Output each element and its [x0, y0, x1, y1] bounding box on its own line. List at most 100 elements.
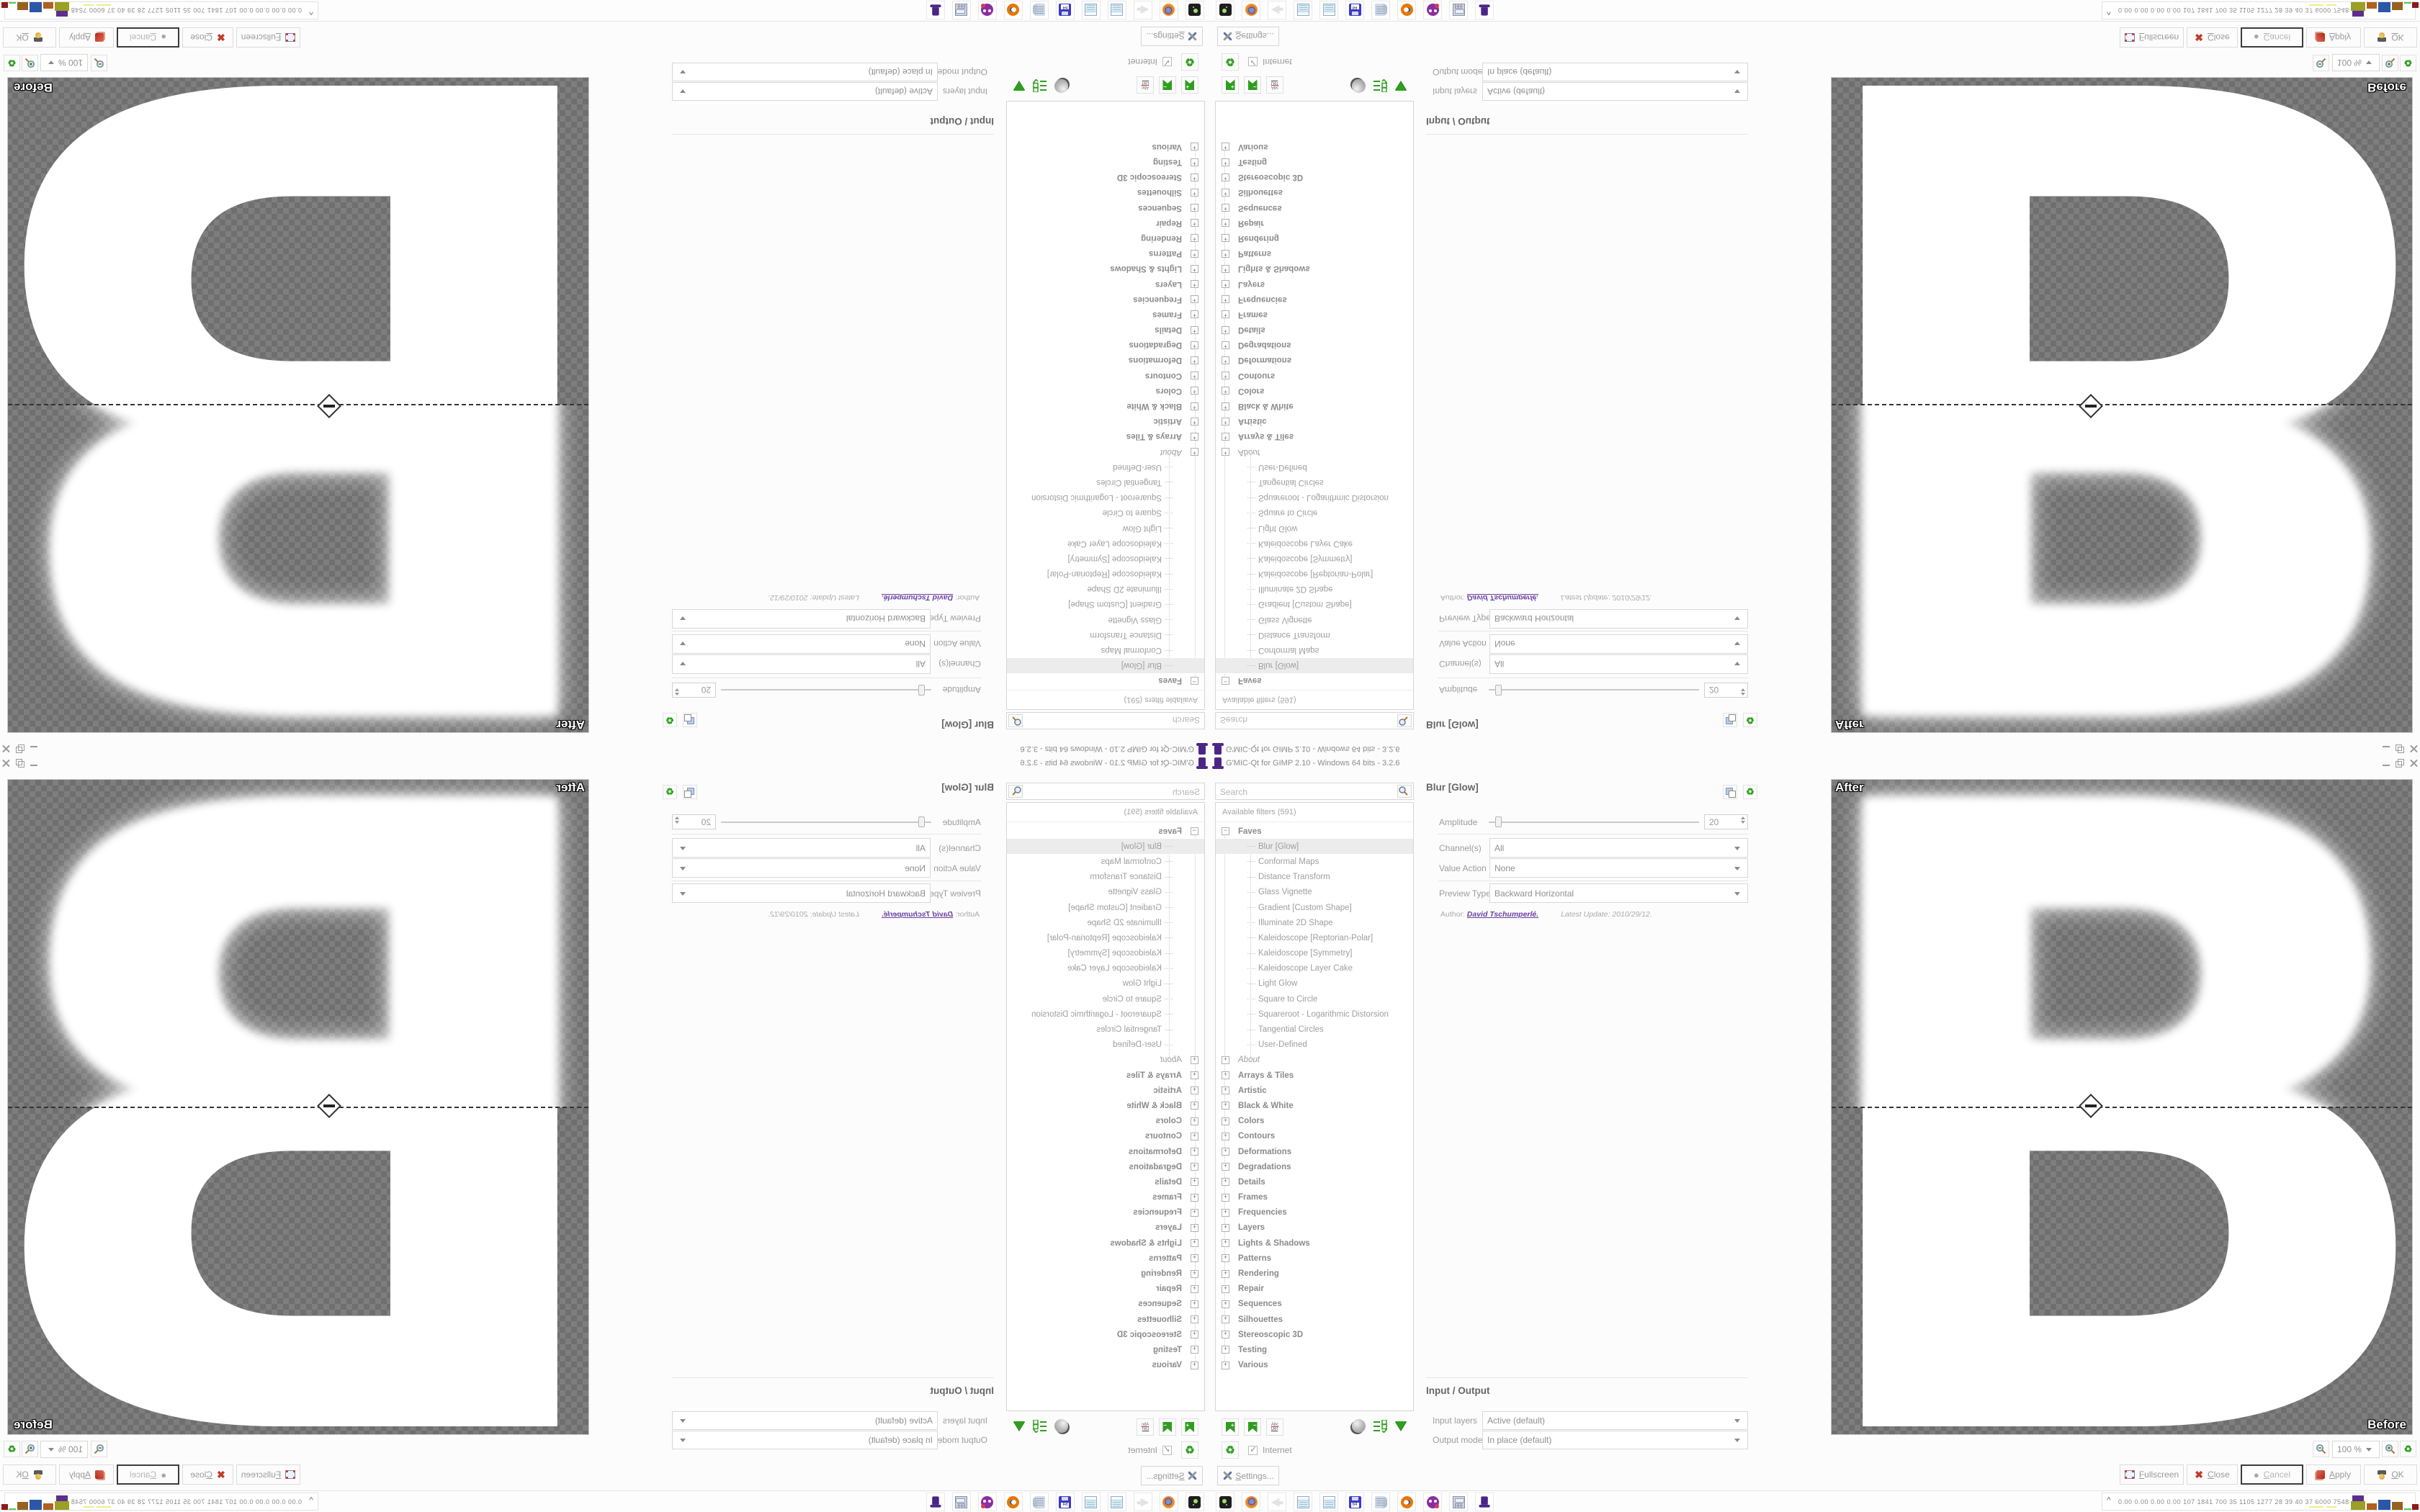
expand-icon[interactable]: +	[1191, 325, 1198, 335]
filter-tree-item[interactable]: Square to Circle	[1216, 505, 1413, 521]
filter-tree-item[interactable]: + Sequences	[1216, 1297, 1413, 1312]
expand-icon[interactable]: +	[1222, 1254, 1229, 1263]
amplitude-slider-handle[interactable]	[1495, 685, 1502, 696]
filter-tree-item[interactable]: Illuminate 2D Shape	[1216, 582, 1413, 597]
ok-button[interactable]: OK	[3, 1464, 56, 1485]
expand-icon[interactable]: +	[1191, 188, 1198, 197]
filter-tree-item[interactable]: + Silhouettes	[1007, 1312, 1204, 1327]
restore-button[interactable]	[2395, 744, 2406, 753]
taskbar-app-button[interactable]	[1030, 1, 1049, 19]
zoom-out-button[interactable]	[2313, 1441, 2329, 1457]
expand-icon[interactable]: +	[1222, 1208, 1229, 1217]
filter-tree-item[interactable]: Kaleidoscope [Symmetry]	[1216, 946, 1413, 961]
amplitude-slider[interactable]	[1489, 822, 1699, 823]
expand-icon[interactable]: +	[1222, 1163, 1229, 1171]
filter-tree-item[interactable]: Tangential Circles	[1007, 474, 1204, 490]
refresh-preview-button[interactable]: ♻	[4, 55, 20, 71]
filter-tree-item[interactable]: − Faves	[1007, 673, 1204, 688]
expand-icon[interactable]: +	[1191, 1193, 1198, 1202]
expand-icon[interactable]: +	[1222, 1300, 1229, 1308]
window-titlebar[interactable]: G'MIC-Qt for GIMP 2.10 - Windows 64 bits…	[1210, 756, 2420, 772]
restore-button[interactable]	[14, 759, 25, 768]
filter-tree-item[interactable]: + Contours	[1007, 368, 1204, 383]
filter-tree-item[interactable]: + About	[1216, 444, 1413, 459]
filter-tree-item[interactable]: − Faves	[1007, 824, 1204, 839]
update-filters-button[interactable]: ♻	[1181, 53, 1198, 71]
settings-button[interactable]: Settings...	[1141, 27, 1203, 46]
taskbar-app-button[interactable]	[1186, 1493, 1204, 1511]
filter-tree-item[interactable]: Squareroot - Logarithmic Distorsion	[1007, 490, 1204, 505]
apply-button[interactable]: Apply	[59, 1464, 114, 1485]
remove-fave-button[interactable]: −	[1244, 76, 1261, 94]
expand-icon[interactable]: +	[1222, 448, 1229, 456]
zoom-in-button[interactable]	[2382, 55, 2398, 71]
filter-tree-item[interactable]: + Details	[1007, 1174, 1204, 1189]
close-dialog-button[interactable]: ✖ Close	[182, 27, 233, 48]
ok-button[interactable]: OK	[3, 27, 56, 48]
filter-tree-item[interactable]: + Lights & Shadows	[1216, 1236, 1413, 1251]
filter-tree-item[interactable]: Tangential Circles	[1007, 1022, 1204, 1037]
filter-tree-item[interactable]: User-Defined	[1216, 459, 1413, 474]
filter-tree[interactable]: − Faves Blur [Glow] Conformal Maps Distance …	[1216, 139, 1413, 690]
filter-tree[interactable]: − Faves Blur [Glow] Conformal Maps Distance …	[1216, 822, 1413, 1373]
expand-icon[interactable]: +	[1191, 143, 1198, 151]
output-target-button[interactable]	[1395, 1421, 1407, 1431]
filter-tree-item[interactable]: + Deformations	[1007, 353, 1204, 368]
filter-tree-item[interactable]: + Details	[1216, 1174, 1413, 1189]
internet-checkbox[interactable]: ✓	[1248, 1444, 1258, 1455]
filter-tree-item[interactable]: + Patterns	[1216, 246, 1413, 261]
filter-tree-item[interactable]: Blur [Glow]	[1216, 657, 1413, 673]
taskbar-app-button[interactable]	[1160, 1493, 1178, 1511]
expand-icon[interactable]: +	[1191, 1177, 1198, 1187]
rename-fave-button[interactable]: Abc Def	[1266, 76, 1283, 94]
zoom-in-button[interactable]	[22, 55, 38, 71]
filter-tree-item[interactable]: Squareroot - Logarithmic Distorsion	[1216, 490, 1413, 505]
split-divider-line[interactable]	[8, 404, 588, 405]
taskbar-app-button[interactable]	[1475, 1, 1494, 19]
layer-list-button[interactable]	[1032, 76, 1047, 93]
expand-icon[interactable]: +	[1191, 1345, 1198, 1354]
preview-canvas[interactable]: B B B After Before	[7, 779, 589, 1435]
close-button[interactable]	[2408, 744, 2419, 753]
system-monitor-widget[interactable]: ^ 0.00 0.00 0.00 0.00 107 1841 700 35 11…	[2102, 1, 2419, 19]
filter-tree-item[interactable]: User-Defined	[1216, 1038, 1413, 1053]
preview-canvas[interactable]: B B B After Before	[7, 77, 589, 733]
ok-button[interactable]: OK	[2364, 27, 2417, 48]
filter-tree-item[interactable]: + Artistic	[1216, 1083, 1413, 1098]
taskbar-app-button[interactable]	[1082, 1493, 1101, 1511]
filter-tree[interactable]: − Faves Blur [Glow] Conformal Maps Distance …	[1007, 822, 1204, 1373]
taskbar-app-button[interactable]	[1030, 1493, 1049, 1511]
layer-preview-button[interactable]	[1352, 1419, 1366, 1433]
filter-tree-item[interactable]: + About	[1007, 444, 1204, 459]
filter-tree-item[interactable]: Glass Vignette	[1216, 885, 1413, 900]
expand-icon[interactable]: +	[1191, 372, 1198, 380]
taskbar-app-button[interactable]	[1371, 1493, 1390, 1511]
search-button[interactable]	[1397, 714, 1412, 727]
reset-parameters-button[interactable]: ♻	[1743, 713, 1757, 727]
filter-tree-item[interactable]: + Contours	[1216, 1129, 1413, 1144]
settings-button[interactable]: Settings...	[1217, 27, 1279, 46]
filter-tree-item[interactable]: Square to Circle	[1007, 991, 1204, 1007]
layer-preview-button[interactable]	[1054, 1419, 1068, 1433]
filter-tree-item[interactable]: + Repair	[1007, 215, 1204, 230]
filter-tree-item[interactable]: + Colors	[1216, 383, 1413, 398]
minimize-button[interactable]	[2381, 744, 2392, 753]
expand-icon[interactable]: +	[1191, 432, 1198, 441]
expand-icon[interactable]: +	[1191, 204, 1198, 212]
expand-icon[interactable]: +	[1222, 204, 1229, 212]
expand-icon[interactable]: +	[1191, 387, 1198, 395]
filter-tree-item[interactable]: + Lights & Shadows	[1007, 1236, 1204, 1251]
search-button[interactable]	[1008, 714, 1023, 727]
copy-command-button[interactable]	[683, 713, 697, 727]
expand-icon[interactable]: +	[1222, 325, 1229, 335]
filter-tree-item[interactable]: + Colors	[1007, 383, 1204, 398]
settings-button[interactable]: Settings...	[1217, 1466, 1279, 1485]
expand-icon[interactable]: +	[1191, 448, 1198, 456]
filter-tree-item[interactable]: Kaleidoscope [Reptorian-Polar]	[1216, 930, 1413, 945]
cancel-button[interactable]: ● Cancel	[2241, 1464, 2303, 1485]
restore-button[interactable]	[14, 744, 25, 753]
taskbar-app-button[interactable]	[1268, 1493, 1286, 1511]
filter-tree-item[interactable]: Gradient [Custom Shape]	[1007, 900, 1204, 915]
filter-tree-item[interactable]: + Testing	[1216, 154, 1413, 169]
taskbar-app-button[interactable]	[1345, 1, 1364, 19]
